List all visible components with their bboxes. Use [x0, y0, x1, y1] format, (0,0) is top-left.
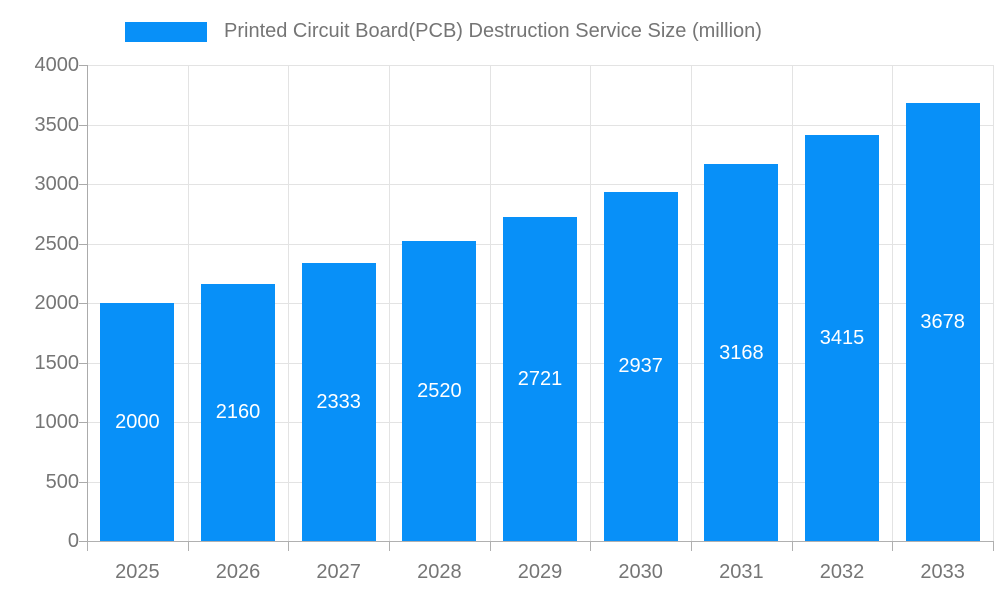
bar-value-label: 3415	[819, 326, 865, 349]
y-axis-tick	[79, 422, 87, 423]
x-axis-line	[87, 541, 993, 542]
x-gridline	[187, 65, 189, 541]
bar-value-label: 3168	[719, 341, 764, 364]
bar-value-label: 2721	[517, 368, 563, 391]
x-axis-tick	[691, 541, 692, 551]
y-axis-tick-label: 1500	[34, 351, 80, 374]
x-axis-tick-label: 2028	[417, 561, 462, 583]
x-axis-tick	[489, 541, 491, 551]
x-axis-tick	[892, 541, 894, 551]
y-axis-tick	[79, 481, 87, 483]
y-axis-tick-label: 3000	[34, 173, 80, 195]
y-axis-tick-label: 3500	[34, 113, 80, 136]
bar-2028[interactable]: 2520	[402, 241, 477, 541]
plot-area: 2000 2160 2333 2520 2721 2937 3168 3415 3678	[87, 65, 994, 541]
bar-2029[interactable]: 2721	[503, 217, 577, 541]
x-axis-tick	[791, 541, 793, 551]
y-axis-tick	[79, 541, 87, 542]
y-axis-tick-label: 500	[45, 470, 79, 493]
x-axis-tick-label: 2025	[115, 561, 160, 583]
bar-2027[interactable]: 2333	[301, 263, 376, 541]
x-gridline	[691, 65, 692, 541]
x-axis-tick-label: 2033	[920, 561, 965, 583]
x-gridline	[489, 65, 491, 541]
x-axis-tick-label: 2030	[618, 561, 663, 583]
x-axis-tick-label: 2032	[819, 561, 865, 583]
y-gridline	[87, 124, 993, 126]
bar-value-label: 2937	[618, 355, 663, 378]
x-axis-tick	[993, 541, 994, 551]
x-axis-tick-label: 2029	[517, 561, 563, 583]
x-gridline	[791, 65, 793, 541]
y-gridline	[87, 184, 993, 185]
x-gridline	[288, 65, 290, 541]
y-axis-tick-label: 2500	[34, 232, 80, 255]
bar-value-label: 2520	[417, 380, 462, 403]
x-gridline	[590, 65, 592, 541]
x-axis-tick-label: 2031	[719, 561, 764, 583]
bar-2025[interactable]: 2000	[100, 303, 175, 541]
y-axis-tick	[79, 65, 87, 66]
x-gridline	[892, 65, 894, 541]
x-axis-tick	[288, 541, 290, 551]
y-axis-tick	[79, 124, 87, 126]
x-axis-tick-label: 2026	[215, 561, 261, 583]
bar-value-label: 2160	[215, 401, 261, 424]
y-axis-tick	[79, 243, 87, 245]
x-axis-tick	[87, 541, 88, 551]
bar-2031[interactable]: 3168	[704, 164, 779, 541]
x-axis-tick	[590, 541, 592, 551]
legend-label: Printed Circuit Board(PCB) Destruction S…	[224, 20, 762, 42]
legend-swatch	[125, 21, 207, 42]
bar-2032[interactable]: 3415	[805, 134, 879, 541]
x-gridline	[993, 65, 994, 541]
y-axis-line	[87, 65, 88, 541]
bar-2030[interactable]: 2937	[603, 191, 678, 541]
y-axis-tick	[79, 303, 87, 304]
x-gridline	[389, 65, 390, 541]
bar-2026[interactable]: 2160	[201, 283, 275, 541]
bar-2033[interactable]: 3678	[905, 103, 980, 541]
y-axis-tick-label: 0	[67, 530, 79, 552]
y-axis-tick	[79, 184, 87, 185]
y-gridline	[87, 65, 993, 66]
y-axis-tick	[79, 362, 87, 364]
bar-value-label: 2000	[115, 411, 160, 433]
bar-value-label: 2333	[316, 391, 361, 414]
y-axis-tick-label: 2000	[34, 292, 80, 314]
y-axis-tick-label: 4000	[34, 54, 80, 76]
bar-value-label: 3678	[920, 311, 965, 334]
y-axis-tick-label: 1000	[34, 411, 80, 433]
x-axis-tick-label: 2027	[316, 561, 361, 583]
x-axis-tick	[389, 541, 390, 551]
chart-legend[interactable]: Printed Circuit Board(PCB) Destruction S…	[125, 20, 762, 43]
x-axis-tick	[187, 541, 189, 551]
